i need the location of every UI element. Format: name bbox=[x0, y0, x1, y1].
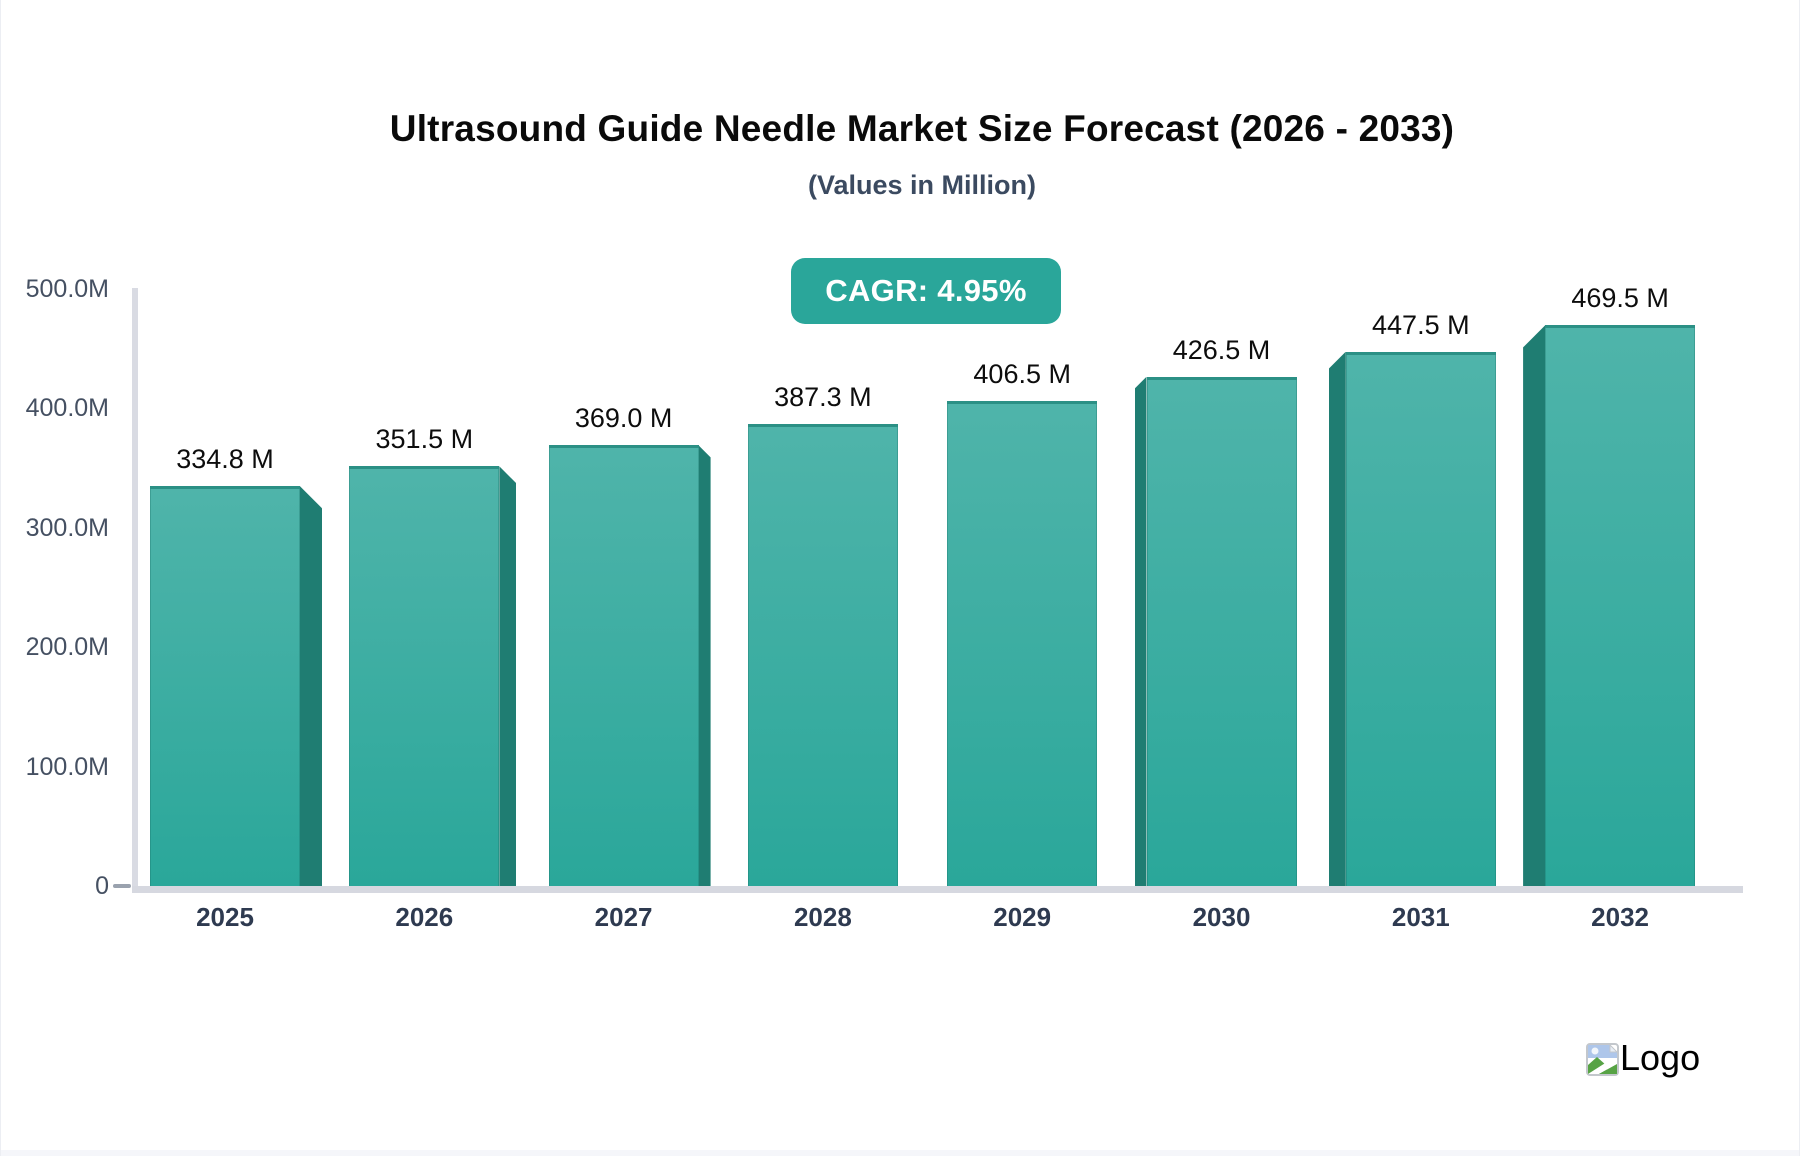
bar-2028 bbox=[747, 423, 898, 886]
bar-value-label: 426.5 M bbox=[1172, 334, 1271, 365]
bar-2031 bbox=[1345, 351, 1496, 886]
bar-value-label: 469.5 M bbox=[1571, 283, 1669, 314]
bar-value-label: 406.5 M bbox=[973, 358, 1071, 389]
bar-2029 bbox=[947, 400, 1098, 886]
bar-value-label: 387.3 M bbox=[774, 381, 872, 412]
x-tick-label-2027: 2027 bbox=[594, 902, 653, 932]
x-axis-line bbox=[132, 886, 1743, 893]
bar-side-face bbox=[1134, 376, 1147, 886]
y-tick-label: 500.0M bbox=[25, 275, 109, 303]
x-tick-label-2029: 2029 bbox=[993, 902, 1052, 932]
y-tick-label: 300.0M bbox=[25, 513, 109, 542]
zero-tick-mark bbox=[113, 884, 131, 888]
y-tick-label: 200.0M bbox=[25, 633, 109, 662]
x-tick-label-2031: 2031 bbox=[1391, 902, 1450, 932]
bar-2026 bbox=[349, 466, 500, 886]
y-tick-label: 400.0M bbox=[25, 394, 109, 423]
bar-value-label: 447.5 M bbox=[1372, 309, 1470, 340]
y-axis-line bbox=[132, 288, 138, 893]
bar-2030 bbox=[1146, 376, 1297, 886]
y-tick-label: 100.0M bbox=[25, 752, 109, 781]
bar-2027 bbox=[548, 445, 699, 886]
broken-image-icon bbox=[1586, 1043, 1619, 1076]
bar-side-face bbox=[499, 466, 517, 886]
cagr-badge: CAGR: 4.95% bbox=[791, 258, 1061, 324]
x-tick-label-2032: 2032 bbox=[1591, 902, 1650, 932]
bar-value-label: 369.0 M bbox=[574, 403, 673, 434]
bar-2025 bbox=[150, 486, 300, 886]
x-tick-label-2028: 2028 bbox=[793, 902, 852, 932]
chart-title: Ultrasound Guide Needle Market Size Fore… bbox=[389, 108, 1455, 149]
x-tick-label-2030: 2030 bbox=[1192, 902, 1251, 932]
bar-2032 bbox=[1545, 325, 1696, 886]
logo: Logo bbox=[1586, 1040, 1700, 1076]
cagr-badge-label: CAGR: 4.95% bbox=[825, 273, 1027, 308]
bar-value-label: 351.5 M bbox=[375, 424, 474, 455]
bar-value-label: 334.8 M bbox=[176, 444, 274, 475]
page-bottom-edge bbox=[1, 1150, 1799, 1156]
bar-side-face bbox=[1328, 351, 1346, 886]
bar-side-face bbox=[698, 445, 711, 886]
bar-side-face bbox=[1523, 325, 1546, 886]
bar-side-face bbox=[300, 486, 322, 886]
chart-subtitle: (Values in Million) bbox=[807, 170, 1037, 200]
x-tick-label-2025: 2025 bbox=[196, 902, 254, 932]
y-tick-label: 0 bbox=[95, 872, 109, 900]
x-tick-label-2026: 2026 bbox=[395, 902, 454, 932]
logo-alt-text: Logo bbox=[1620, 1037, 1701, 1078]
